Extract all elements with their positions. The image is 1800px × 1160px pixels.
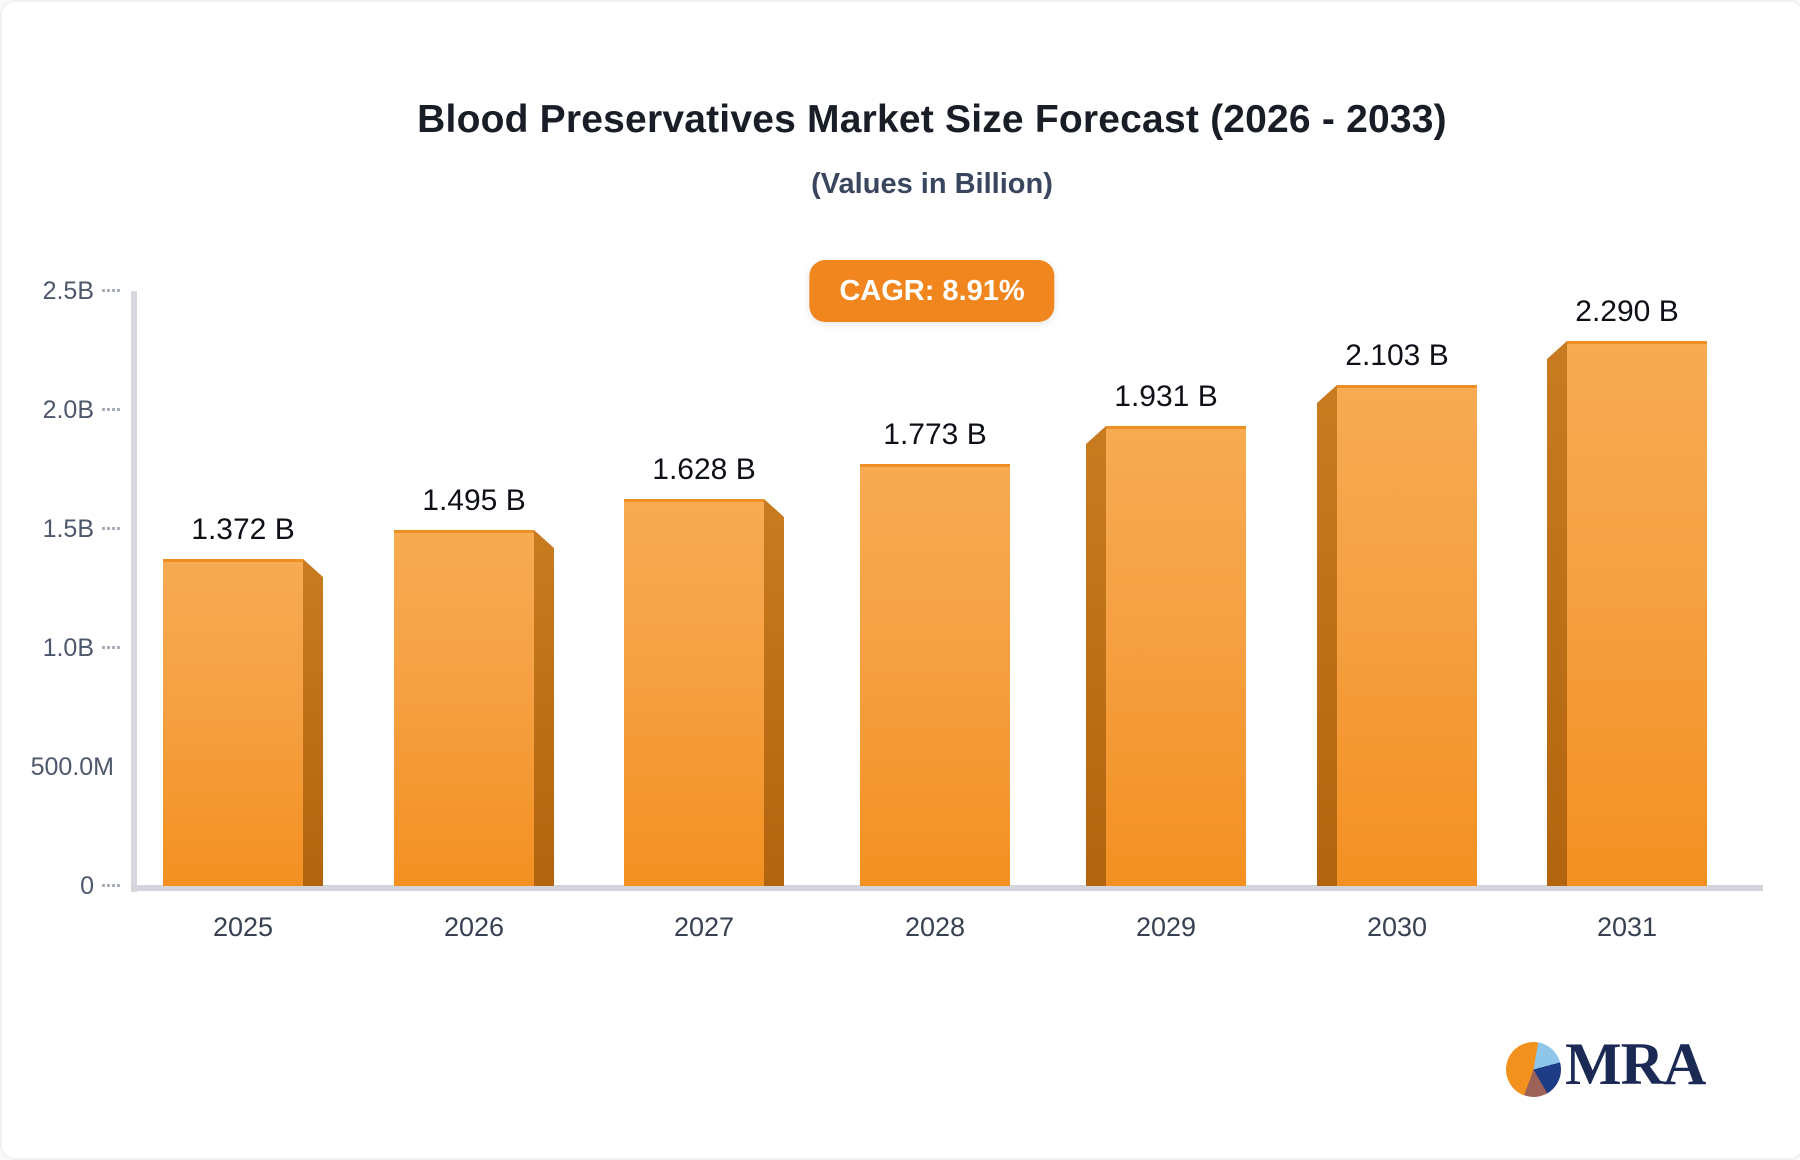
y-axis-tick-label: 1.5B xyxy=(42,515,94,543)
bar-face xyxy=(394,530,534,886)
y-axis-tick-label: 2.0B xyxy=(42,396,94,424)
bar-2026 xyxy=(394,530,554,886)
bar-2031 xyxy=(1547,341,1707,886)
bar-face xyxy=(1106,426,1246,886)
bar-face xyxy=(860,464,1010,886)
bar-3d-side xyxy=(1317,385,1337,886)
bar-2030 xyxy=(1317,385,1477,886)
y-axis-tick-dash xyxy=(102,884,121,887)
bar-3d-side xyxy=(1086,426,1106,886)
x-axis-category-label: 2027 xyxy=(673,912,735,942)
x-axis-category-label: 2026 xyxy=(443,912,505,942)
bar-face xyxy=(624,499,764,886)
bar-value-label: 1.628 B xyxy=(652,453,756,486)
bar-3d-side xyxy=(764,499,784,886)
bar-value-label: 2.103 B xyxy=(1345,339,1449,372)
bar-face xyxy=(1337,385,1477,886)
pie-chart-logo-icon xyxy=(1506,1042,1561,1097)
bar-value-label: 1.931 B xyxy=(1114,380,1218,413)
bar-3d-side xyxy=(534,530,554,886)
bar-value-label: 1.773 B xyxy=(883,418,987,451)
x-axis-category-label: 2030 xyxy=(1366,912,1428,942)
y-axis-tick-label: 1.0B xyxy=(42,634,94,662)
y-axis-line xyxy=(131,291,137,892)
bar-value-label: 2.290 B xyxy=(1575,295,1679,328)
x-axis-category-label: 2025 xyxy=(212,912,274,942)
x-axis-category-label: 2029 xyxy=(1135,912,1197,942)
brand-name: MRA xyxy=(1565,1031,1706,1097)
bar-3d-side xyxy=(303,559,323,886)
y-axis-tick-dash xyxy=(102,408,121,411)
x-axis-line xyxy=(131,885,1763,891)
bar-face xyxy=(163,559,303,886)
bar-2029 xyxy=(1086,426,1246,886)
bar-2028 xyxy=(855,464,1015,886)
bar-value-label: 1.495 B xyxy=(422,484,526,517)
bar-2027 xyxy=(624,499,784,886)
bar-3d-side xyxy=(1547,341,1567,886)
bar-value-label: 1.372 B xyxy=(191,513,295,546)
x-axis-category-label: 2031 xyxy=(1596,912,1658,942)
brand-logo: MRA xyxy=(1506,1030,1706,1099)
y-axis-tick-label: 500.0M xyxy=(30,753,114,781)
y-axis-tick-label: 2.5B xyxy=(42,277,94,305)
y-axis-tick-dash xyxy=(102,646,121,649)
x-axis-category-label: 2028 xyxy=(904,912,966,942)
bar-face xyxy=(1567,341,1707,886)
y-axis-tick-label: 0 xyxy=(80,872,94,900)
y-axis-tick-dash xyxy=(102,527,121,530)
cagr-badge: CAGR: 8.91% xyxy=(809,260,1055,322)
bar-2025 xyxy=(163,559,323,886)
y-axis-tick-dash xyxy=(102,289,121,292)
chart-title: Blood Preservatives Market Size Forecast… xyxy=(417,98,1447,141)
chart-subtitle: (Values in Billion) xyxy=(811,168,1053,200)
